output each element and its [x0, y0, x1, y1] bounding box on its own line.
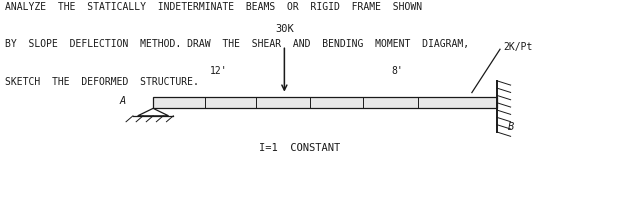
Bar: [153, 97, 497, 108]
Text: SKETCH  THE  DEFORMED  STRUCTURE.: SKETCH THE DEFORMED STRUCTURE.: [5, 77, 199, 87]
Text: BY  SLOPE  DEFLECTION  METHOD. DRAW  THE  SHEAR  AND  BENDING  MOMENT  DIAGRAM,: BY SLOPE DEFLECTION METHOD. DRAW THE SHE…: [5, 39, 469, 49]
Text: 2K/Pt: 2K/Pt: [503, 42, 532, 52]
Text: B: B: [508, 122, 514, 132]
Text: 8': 8': [391, 66, 402, 76]
Polygon shape: [138, 108, 169, 116]
Text: I=1  CONSTANT: I=1 CONSTANT: [259, 143, 341, 153]
Text: ANALYZE  THE  STATICALLY  INDETERMINATE  BEAMS  OR  RIGID  FRAME  SHOWN: ANALYZE THE STATICALLY INDETERMINATE BEA…: [5, 2, 422, 12]
Text: 30K: 30K: [275, 24, 294, 34]
Text: A: A: [120, 97, 126, 106]
Text: 12': 12': [210, 66, 227, 76]
